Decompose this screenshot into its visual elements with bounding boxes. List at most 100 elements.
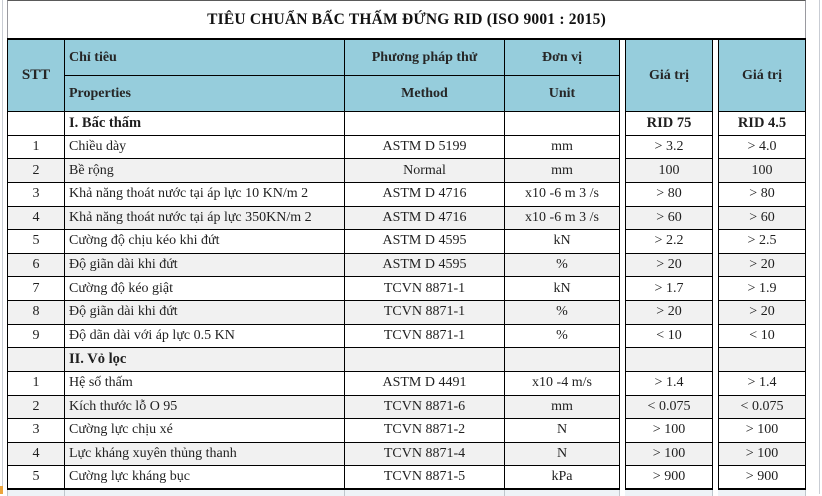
row-method: TCVN 8871-1 — [345, 277, 505, 301]
row-unit: x10 -4 m/s — [505, 371, 620, 396]
row-unit: mm — [505, 395, 620, 420]
row-gap — [713, 442, 718, 467]
row-stt: 1 — [7, 371, 65, 396]
row-property: Cường lực chịu xé — [65, 419, 345, 443]
row-value-rid45: > 100 — [718, 419, 806, 443]
table-row: 4 Lực kháng xuyên thủng thanh TCVN 8871-4 N… — [7, 442, 806, 467]
row-stt: 4 — [7, 442, 65, 467]
header-method-vi: Phương pháp thử — [345, 40, 505, 76]
table-row: 9 Độ dãn dài với áp lực 0.5 KN TCVN 8871-1… — [7, 324, 806, 349]
table-row: 5 Cường độ chịu kéo khi đứt ASTM D 4595 kN >… — [7, 230, 806, 254]
row-gap — [620, 348, 625, 372]
row-value-rid75: > 2.2 — [625, 230, 713, 254]
row-gap — [713, 348, 718, 372]
row-gap — [713, 253, 718, 278]
partial-gap — [620, 490, 625, 496]
row-unit: mm — [505, 159, 620, 183]
row-method — [345, 348, 505, 372]
row-gap — [713, 395, 718, 420]
row-value-rid45: > 4.0 — [718, 135, 806, 160]
row-method: ASTM D 4716 — [345, 182, 505, 207]
row-value-rid45: > 900 — [718, 466, 806, 490]
row-value-rid75 — [625, 348, 713, 372]
table-title: TIÊU CHUẨN BẤC THẤM ĐỨNG RID (ISO 9001 :… — [7, 0, 806, 38]
row-gap — [620, 135, 625, 160]
row-value-rid75: > 3.2 — [625, 135, 713, 160]
table-row: 1 Hệ số thấm ASTM D 4491 x10 -4 m/s > 1.4 > 1… — [7, 371, 806, 396]
row-gap — [713, 301, 718, 325]
row-gap — [620, 206, 625, 231]
row-value-rid45: > 60 — [718, 206, 806, 231]
row-gap — [620, 159, 625, 183]
row-gap — [620, 182, 625, 207]
row-unit: % — [505, 324, 620, 349]
row-method: TCVN 8871-4 — [345, 442, 505, 467]
row-property: Độ giãn dài khi đứt — [65, 253, 345, 278]
row-unit: % — [505, 301, 620, 325]
row-unit: kN — [505, 277, 620, 301]
header-method-en: Method — [345, 76, 505, 112]
row-gap — [620, 253, 625, 278]
row-value-rid45: < 0.075 — [718, 395, 806, 420]
table-row: 3 Khả năng thoát nước tại áp lực 10 KN/m … — [7, 182, 806, 207]
partial-cell — [65, 490, 345, 496]
table-row: 2 Bề rộng Normal mm 100 100 — [7, 159, 806, 183]
row-method: TCVN 8871-1 — [345, 324, 505, 349]
row-stt — [7, 112, 65, 136]
header-property-vi: Chỉ tiêu — [65, 40, 345, 76]
row-unit: x10 -6 m 3 /s — [505, 206, 620, 231]
row-property: Cường lực kháng bục — [65, 466, 345, 490]
row-value-rid45: > 1.9 — [718, 277, 806, 301]
row-value-rid75: < 0.075 — [625, 395, 713, 420]
row-value-rid75: > 80 — [625, 182, 713, 207]
row-method: ASTM D 4491 — [345, 371, 505, 396]
row-gap — [713, 277, 718, 301]
row-property: Độ dãn dài với áp lực 0.5 KN — [65, 324, 345, 349]
row-unit — [505, 112, 620, 136]
next-row-partial — [7, 490, 806, 496]
row-gap — [620, 112, 625, 136]
row-method: Normal — [345, 159, 505, 183]
row-property: Khả năng thoát nước tại áp lực 10 KN/m 2 — [65, 182, 345, 207]
table-row: 1 Chiều dày ASTM D 5199 mm > 3.2 > 4.0 — [7, 135, 806, 160]
table-row: 6 Độ giãn dài khi đứt ASTM D 4595% > 20 > 20 — [7, 253, 806, 278]
row-gap — [713, 419, 718, 443]
row-property: I. Bấc thấm — [65, 112, 345, 136]
row-unit: N — [505, 442, 620, 467]
table-row: 8 Độ giãn dài khi đứt TCVN 8871-1% > 20 > 20 — [7, 301, 806, 325]
header-value-rid45: Giá trị — [718, 40, 806, 112]
header-gap-2 — [713, 40, 718, 112]
row-value-rid45: > 80 — [718, 182, 806, 207]
row-gap — [620, 395, 625, 420]
row-property: Khả năng thoát nước tại áp lực 350KN/m 2 — [65, 206, 345, 231]
header-gap-1 — [620, 40, 625, 112]
right-edge-line — [819, 0, 820, 494]
row-value-rid75: > 20 — [625, 301, 713, 325]
section-row: I. Bấc thấm RID 75 RID 4.5 — [7, 112, 806, 136]
row-value-rid75: > 1.4 — [625, 371, 713, 396]
row-value-rid45: > 1.4 — [718, 371, 806, 396]
table-row: 3 Cường lực chịu xé TCVN 8871-2 N > 100 > 100 — [7, 419, 806, 443]
left-edge-line — [2, 0, 3, 487]
row-stt: 8 — [7, 301, 65, 325]
row-value-rid75: > 900 — [625, 466, 713, 490]
standards-table: TIÊU CHUẨN BẤC THẤM ĐỨNG RID (ISO 9001 :… — [7, 0, 806, 496]
row-method: TCVN 8871-2 — [345, 419, 505, 443]
row-gap — [713, 230, 718, 254]
row-property: II. Vỏ lọc — [65, 348, 345, 372]
row-gap — [620, 277, 625, 301]
row-value-rid75: > 100 — [625, 419, 713, 443]
row-value-rid75: > 20 — [625, 253, 713, 278]
row-gap — [620, 442, 625, 467]
row-value-rid45: > 20 — [718, 253, 806, 278]
header-value-rid75: Giá trị — [625, 40, 713, 112]
row-method: ASTM D 4595 — [345, 230, 505, 254]
row-property: Bề rộng — [65, 159, 345, 183]
row-gap — [620, 466, 625, 490]
row-stt: 3 — [7, 182, 65, 207]
row-gap — [620, 301, 625, 325]
header-unit-vi: Đơn vị — [505, 40, 620, 76]
partial-cell — [7, 490, 65, 496]
row-unit: x10 -6 m 3 /s — [505, 182, 620, 207]
row-stt: 7 — [7, 277, 65, 301]
